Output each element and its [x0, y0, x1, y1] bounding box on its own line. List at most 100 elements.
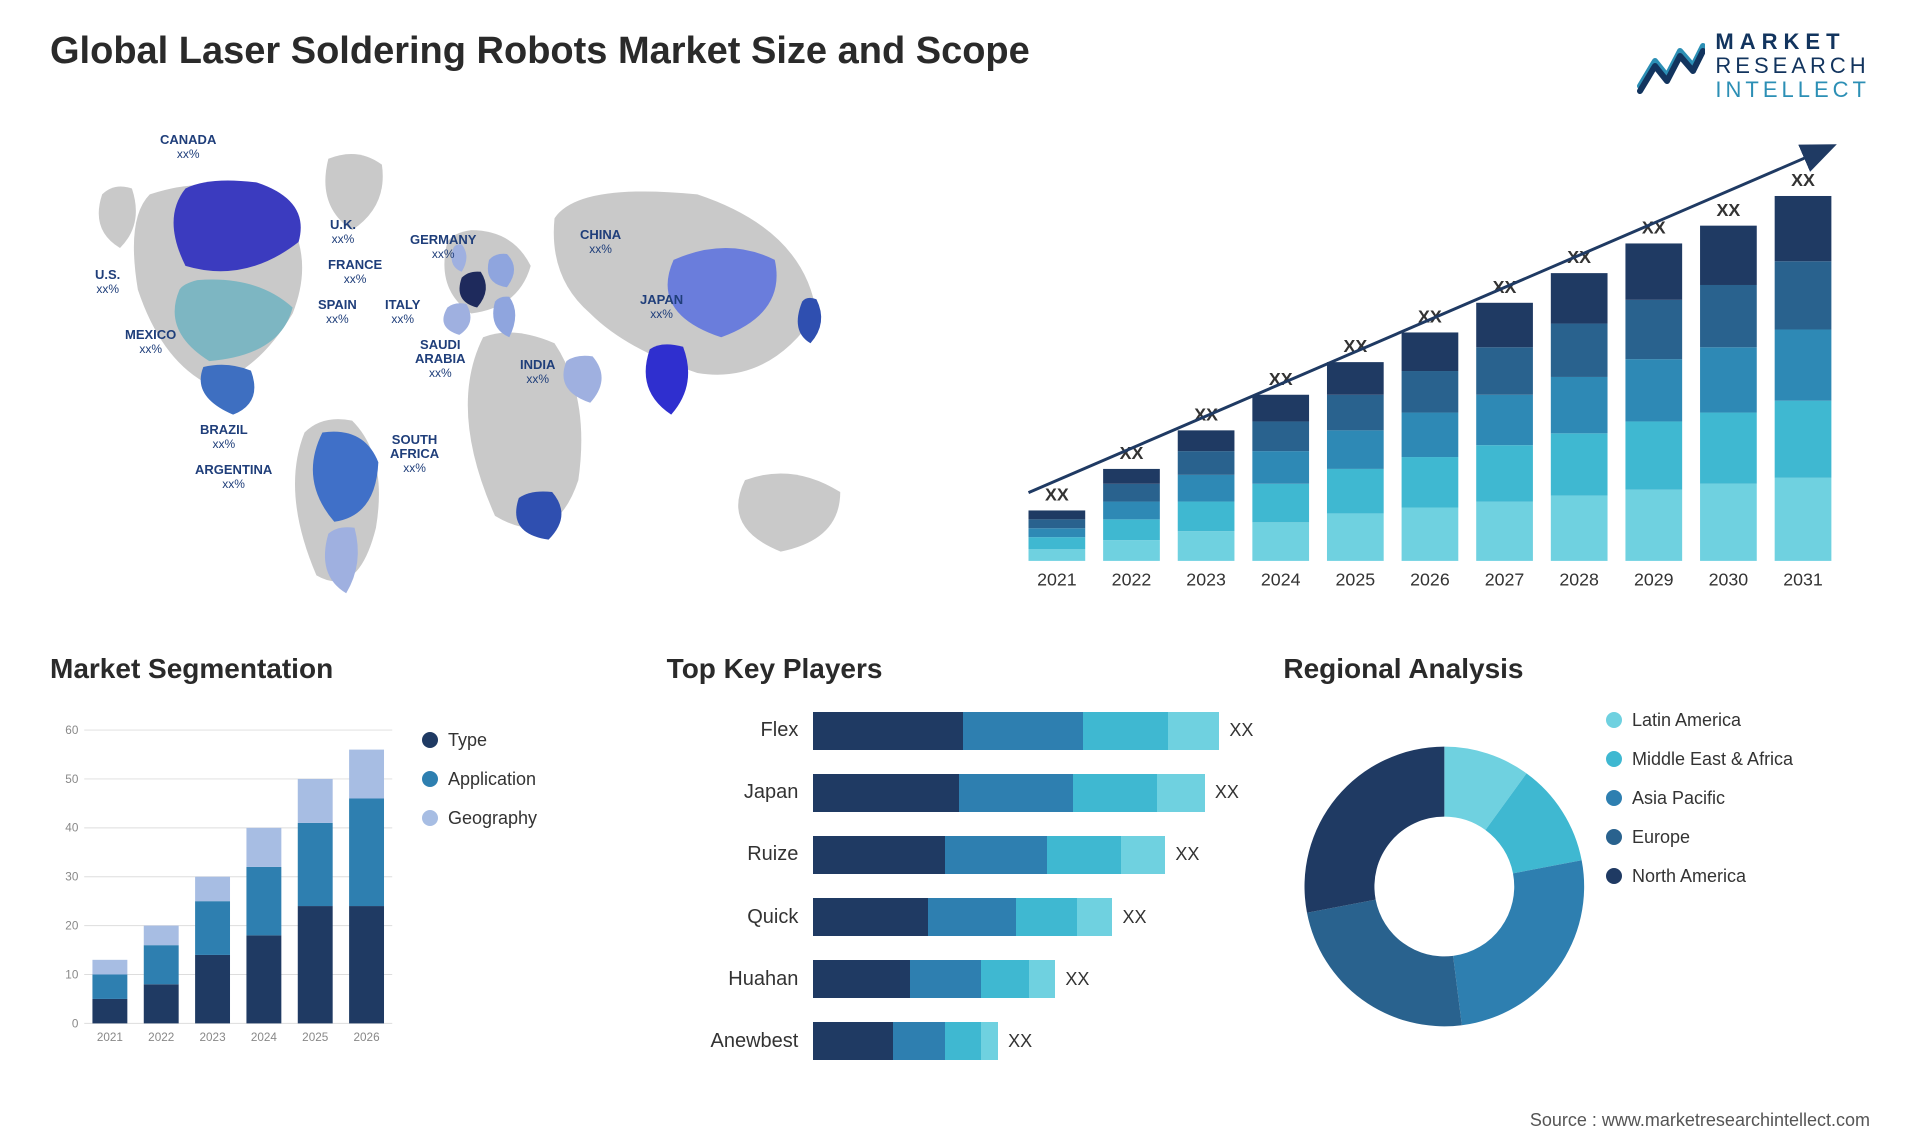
key-player-bar-seg	[1073, 774, 1157, 812]
key-player-label: Anewbest	[710, 1030, 798, 1053]
key-player-bar	[813, 1022, 998, 1060]
key-player-bar-seg	[813, 960, 910, 998]
svg-text:2026: 2026	[354, 1031, 380, 1044]
svg-text:2025: 2025	[1336, 569, 1376, 589]
svg-text:XX: XX	[1045, 484, 1069, 504]
donut-legend: Latin America Middle East & Africa Asia Pa…	[1606, 700, 1870, 1073]
key-player-bar-seg	[910, 960, 980, 998]
legend-label: Type	[448, 730, 487, 751]
svg-text:60: 60	[65, 724, 79, 737]
legend-item: Application	[422, 769, 637, 790]
key-player-bar-seg	[959, 774, 1073, 812]
key-player-value: XX	[1175, 844, 1199, 865]
source-label: Source : www.marketresearchintellect.com	[1530, 1110, 1870, 1131]
svg-text:2027: 2027	[1485, 569, 1525, 589]
country-label: SAUDIARABIAxx%	[415, 338, 466, 381]
svg-text:2022: 2022	[148, 1031, 174, 1044]
legend-dot	[422, 810, 438, 826]
legend-dot	[1606, 751, 1622, 767]
key-player-bar-seg	[1016, 898, 1078, 936]
legend-item: Europe	[1606, 827, 1870, 848]
country-label: MEXICOxx%	[125, 328, 176, 357]
svg-text:2024: 2024	[1261, 569, 1301, 589]
segmentation-body: 0102030405060202120222023202420252026 Ty…	[50, 700, 637, 1073]
key-player-row: XX	[813, 960, 1253, 998]
country-label: SOUTHAFRICAxx%	[390, 433, 439, 476]
key-player-value: XX	[1229, 720, 1253, 741]
key-player-value: XX	[1215, 782, 1239, 803]
svg-text:2022: 2022	[1112, 569, 1152, 589]
legend-item: Middle East & Africa	[1606, 749, 1870, 770]
key-player-bar-seg	[928, 898, 1016, 936]
key-player-bar	[813, 898, 1112, 936]
logo-icon	[1635, 36, 1705, 96]
key-player-bar-seg	[1077, 898, 1112, 936]
key-player-bar-seg	[1047, 836, 1122, 874]
svg-text:0: 0	[72, 1017, 79, 1030]
bottom-row: Market Segmentation 01020304050602021202…	[50, 653, 1870, 1073]
svg-text:XX: XX	[1791, 170, 1815, 190]
key-player-bar-seg	[1121, 836, 1165, 874]
key-player-bar	[813, 712, 1219, 750]
svg-text:20: 20	[65, 919, 79, 932]
logo-text: MARKET RESEARCH INTELLECT	[1715, 30, 1870, 103]
key-player-label: Japan	[744, 781, 799, 804]
key-player-value: XX	[1008, 1031, 1032, 1052]
key-player-label: Flex	[761, 719, 799, 742]
country-label: CHINAxx%	[580, 228, 621, 257]
page-title: Global Laser Soldering Robots Market Siz…	[50, 30, 1030, 73]
donut-chart	[1283, 700, 1606, 1073]
key-player-row: XX	[813, 898, 1253, 936]
key-players-labels: FlexJapanRuizeQuickHuahanAnewbest	[667, 700, 814, 1073]
key-players-bars: XX XX XX XX XX XX	[813, 700, 1253, 1073]
world-map-panel: CANADAxx%U.S.xx%MEXICOxx%BRAZILxx%ARGENT…	[50, 123, 940, 623]
segmentation-panel: Market Segmentation 01020304050602021202…	[50, 653, 637, 1073]
svg-text:2024: 2024	[251, 1031, 278, 1044]
key-player-bar-seg	[963, 712, 1083, 750]
key-player-label: Ruize	[747, 843, 798, 866]
country-label: SPAINxx%	[318, 298, 357, 327]
legend-label: Asia Pacific	[1632, 788, 1725, 809]
legend-label: North America	[1632, 866, 1746, 887]
key-player-row: XX	[813, 712, 1253, 750]
svg-text:2030: 2030	[1709, 569, 1749, 589]
country-label: ITALYxx%	[385, 298, 420, 327]
legend-label: Middle East & Africa	[1632, 749, 1793, 770]
country-label: INDIAxx%	[520, 358, 555, 387]
key-player-bar	[813, 836, 1165, 874]
key-player-bar	[813, 960, 1055, 998]
key-player-value: XX	[1065, 969, 1089, 990]
svg-text:2029: 2029	[1634, 569, 1674, 589]
country-label: U.K.xx%	[330, 218, 356, 247]
svg-text:2026: 2026	[1410, 569, 1450, 589]
legend-label: Europe	[1632, 827, 1690, 848]
legend-dot	[422, 732, 438, 748]
country-label: JAPANxx%	[640, 293, 683, 322]
key-player-bar-seg	[813, 774, 958, 812]
legend-dot	[1606, 712, 1622, 728]
key-players-body: FlexJapanRuizeQuickHuahanAnewbest XXXXXX…	[667, 700, 1254, 1073]
key-player-bar-seg	[1083, 712, 1168, 750]
legend-dot	[1606, 868, 1622, 884]
key-player-bar-seg	[813, 712, 963, 750]
top-row: CANADAxx%U.S.xx%MEXICOxx%BRAZILxx%ARGENT…	[50, 123, 1870, 623]
regional-body: Latin America Middle East & Africa Asia Pa…	[1283, 700, 1870, 1073]
key-player-bar-seg	[813, 898, 927, 936]
legend-label: Geography	[448, 808, 537, 829]
legend-dot	[1606, 829, 1622, 845]
key-player-bar-seg	[1168, 712, 1219, 750]
legend-item: North America	[1606, 866, 1870, 887]
svg-text:40: 40	[65, 821, 79, 834]
brand-logo: MARKET RESEARCH INTELLECT	[1635, 30, 1870, 103]
legend-item: Latin America	[1606, 710, 1870, 731]
country-label: BRAZILxx%	[200, 423, 248, 452]
svg-text:2023: 2023	[200, 1031, 226, 1044]
legend-item: Type	[422, 730, 637, 751]
key-player-row: XX	[813, 1022, 1253, 1060]
legend-label: Latin America	[1632, 710, 1741, 731]
key-player-bar-seg	[945, 1022, 980, 1060]
svg-text:2023: 2023	[1186, 569, 1226, 589]
svg-text:2025: 2025	[302, 1031, 329, 1044]
key-player-bar-seg	[893, 1022, 946, 1060]
key-player-bar-seg	[1157, 774, 1205, 812]
